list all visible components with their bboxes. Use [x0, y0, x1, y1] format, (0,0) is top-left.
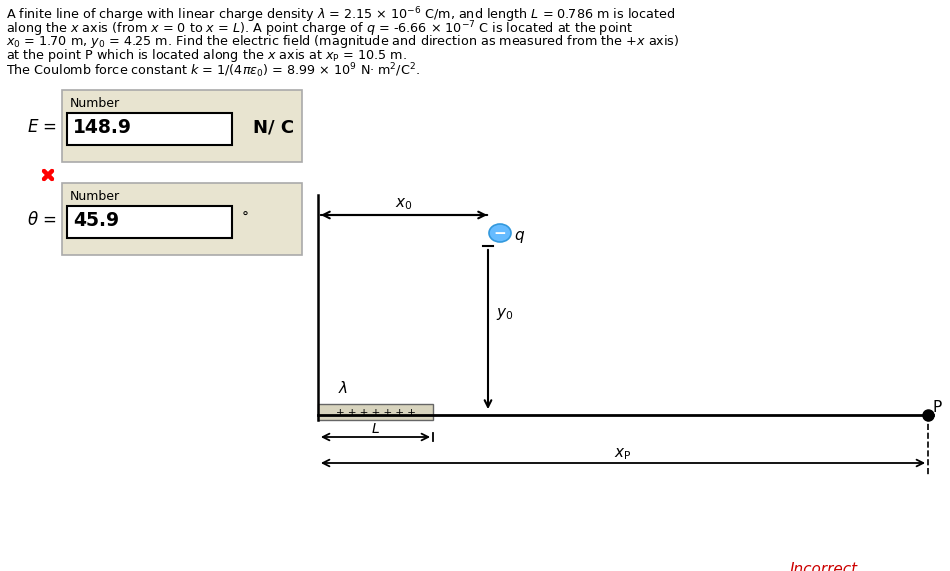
Text: −: −	[494, 226, 506, 240]
Text: P: P	[932, 400, 941, 415]
Text: $\theta$ =: $\theta$ =	[28, 211, 57, 229]
FancyBboxPatch shape	[62, 90, 302, 162]
Text: $\lambda$: $\lambda$	[338, 380, 348, 396]
Text: 148.9: 148.9	[73, 118, 132, 137]
Text: $x_0$: $x_0$	[395, 196, 412, 212]
Text: The Coulomb force constant $k$ = 1/(4$\pi\epsilon_0$) = 8.99 × 10$^9$ N· m$^2$/C: The Coulomb force constant $k$ = 1/(4$\p…	[6, 61, 420, 80]
Text: Number: Number	[70, 97, 120, 110]
Text: $x_\mathrm{P}$: $x_\mathrm{P}$	[615, 447, 632, 462]
Text: 45.9: 45.9	[73, 211, 119, 230]
Text: N/ C: N/ C	[253, 118, 294, 136]
FancyBboxPatch shape	[67, 113, 232, 145]
Text: $E$ =: $E$ =	[28, 118, 57, 136]
Text: $q$: $q$	[514, 229, 525, 245]
Text: Number: Number	[70, 190, 120, 203]
Text: $L$: $L$	[371, 422, 380, 436]
FancyBboxPatch shape	[67, 206, 232, 238]
Text: $x_0$ = 1.70 m, $y_0$ = 4.25 m. Find the electric field (magnitude and direction: $x_0$ = 1.70 m, $y_0$ = 4.25 m. Find the…	[6, 33, 679, 50]
Text: °: °	[242, 211, 249, 225]
Text: + + + + + + +: + + + + + + +	[335, 408, 415, 418]
FancyBboxPatch shape	[62, 183, 302, 255]
Text: $y_0$: $y_0$	[496, 306, 514, 322]
Text: along the $x$ axis (from $x$ = 0 to $x$ = $L$). A point charge of $q$ = -6.66 × : along the $x$ axis (from $x$ = 0 to $x$ …	[6, 19, 634, 39]
Ellipse shape	[489, 224, 511, 242]
Text: at the point P which is located along the $x$ axis at $x_\mathrm{P}$ = 10.5 m.: at the point P which is located along th…	[6, 47, 407, 64]
Text: Incorrect.: Incorrect.	[790, 562, 863, 571]
Text: A finite line of charge with linear charge density $\lambda$ = 2.15 × 10$^{-6}$ : A finite line of charge with linear char…	[6, 5, 675, 25]
FancyBboxPatch shape	[318, 404, 433, 420]
